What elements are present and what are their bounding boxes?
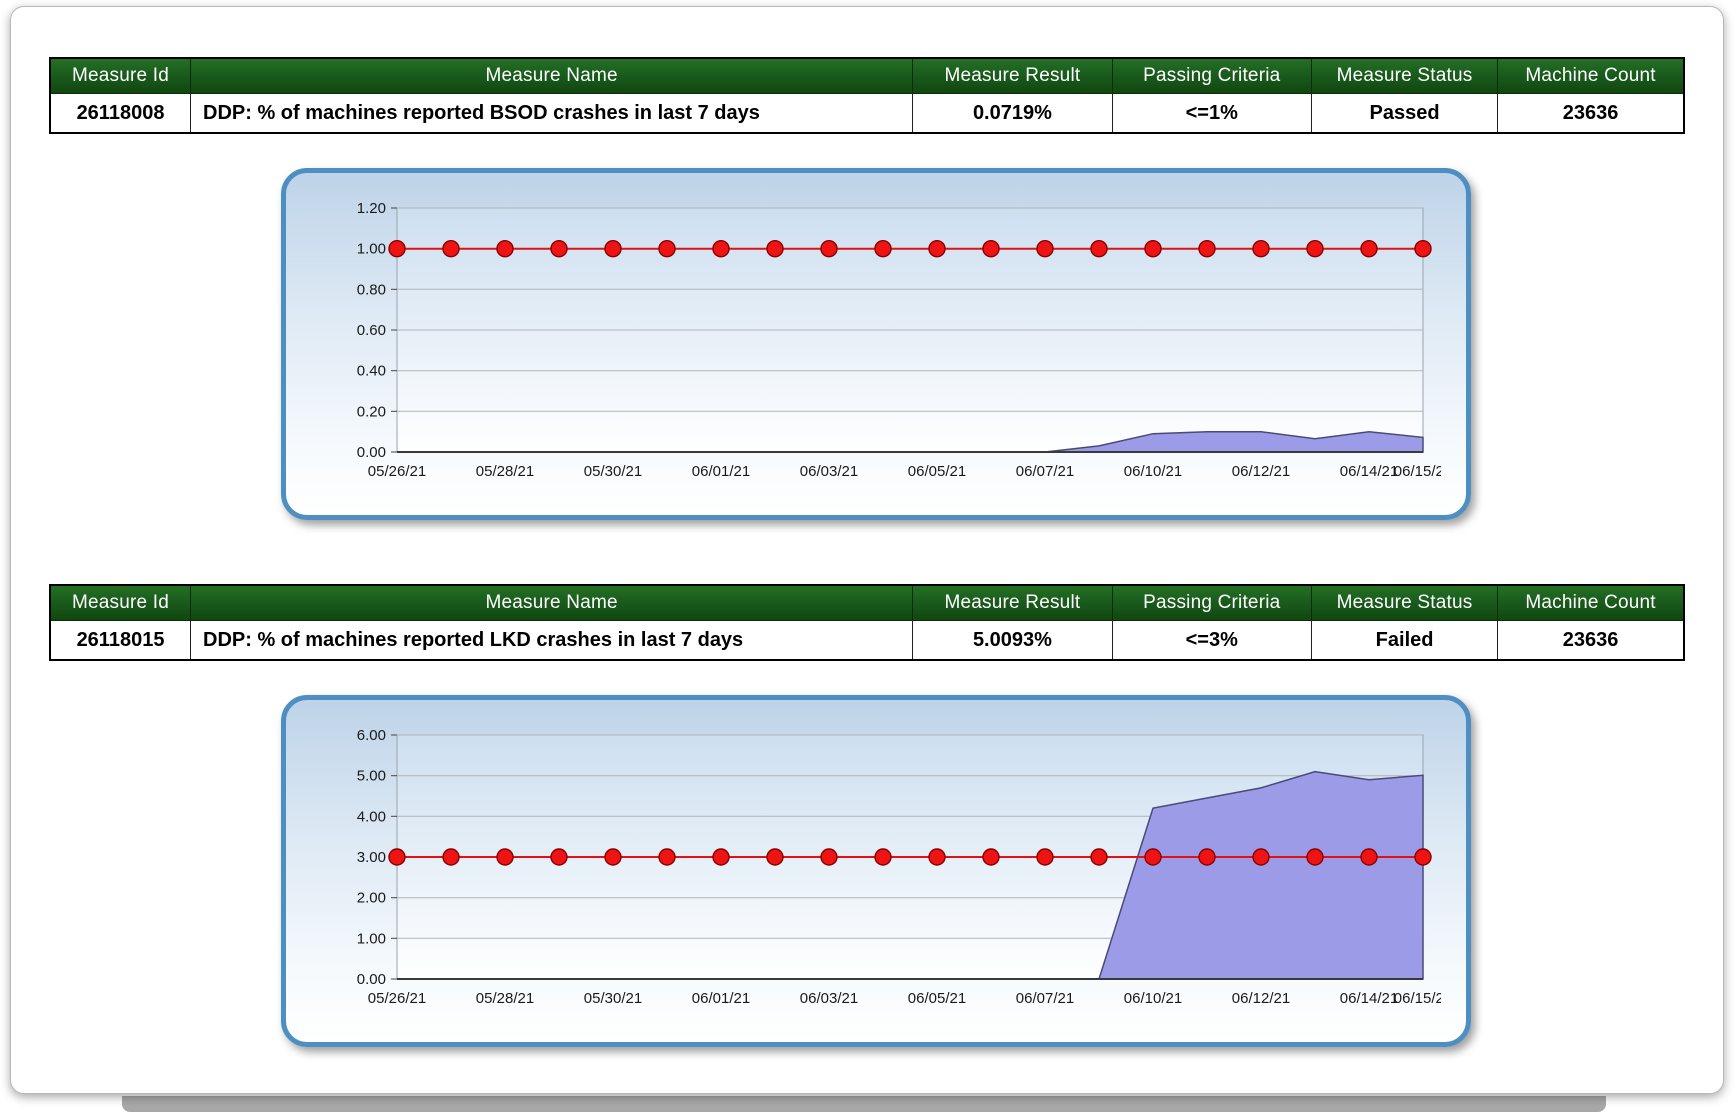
svg-text:05/30/21: 05/30/21 — [584, 990, 642, 1007]
svg-text:1.00: 1.00 — [357, 241, 386, 258]
svg-text:05/28/21: 05/28/21 — [476, 463, 534, 480]
svg-text:0.00: 0.00 — [357, 444, 386, 461]
table-header-row: Measure Id Measure Name Measure Result P… — [49, 57, 1685, 94]
table-header-row: Measure Id Measure Name Measure Result P… — [49, 584, 1685, 621]
header-measure-name: Measure Name — [190, 584, 914, 621]
svg-text:3.00: 3.00 — [357, 849, 386, 866]
cell-measure-status: Failed — [1310, 620, 1499, 661]
cell-machine-count: 23636 — [1497, 93, 1685, 134]
svg-text:1.20: 1.20 — [357, 200, 386, 217]
chart-panel-lkd: 0.00 1.00 2.00 3.00 4.00 5.00 6.00 05/26/21 05/2… — [281, 695, 1471, 1047]
svg-text:06/14/21: 06/14/21 — [1340, 463, 1398, 480]
svg-text:4.00: 4.00 — [357, 808, 386, 825]
header-machine-count: Machine Count — [1497, 584, 1685, 621]
svg-text:06/10/21: 06/10/21 — [1124, 463, 1182, 480]
svg-text:0.60: 0.60 — [357, 322, 386, 339]
svg-text:06/05/21: 06/05/21 — [908, 990, 966, 1007]
header-measure-name: Measure Name — [190, 57, 914, 94]
svg-text:05/26/21: 05/26/21 — [368, 990, 426, 1007]
chart-panel-bsod: 0.00 0.20 0.40 0.60 0.80 1.00 1.20 05/26/21 05/2… — [281, 168, 1471, 520]
svg-text:06/07/21: 06/07/21 — [1016, 990, 1074, 1007]
svg-text:06/01/21: 06/01/21 — [692, 990, 750, 1007]
report-page: Measure Id Measure Name Measure Result P… — [10, 6, 1724, 1094]
header-measure-result: Measure Result — [912, 57, 1113, 94]
cell-measure-result: 0.0719% — [912, 93, 1113, 134]
cell-passing-criteria: <=1% — [1111, 93, 1312, 134]
measure-section-lkd: Measure Id Measure Name Measure Result P… — [49, 584, 1685, 1047]
svg-text:6.00: 6.00 — [357, 727, 386, 744]
cell-passing-criteria: <=3% — [1111, 620, 1312, 661]
header-passing-criteria: Passing Criteria — [1111, 584, 1312, 621]
lkd-trend-chart: 0.00 1.00 2.00 3.00 4.00 5.00 6.00 05/26/21 05/2… — [357, 727, 1441, 1007]
svg-text:05/30/21: 05/30/21 — [584, 463, 642, 480]
measure-section-bsod: Measure Id Measure Name Measure Result P… — [49, 57, 1685, 520]
cell-measure-result: 5.0093% — [912, 620, 1113, 661]
table-row: 26118015 DDP: % of machines reported LKD… — [49, 620, 1685, 661]
cell-measure-id: 26118008 — [49, 93, 192, 134]
svg-text:06/01/21: 06/01/21 — [692, 463, 750, 480]
svg-text:0.40: 0.40 — [357, 363, 386, 380]
cell-measure-status: Passed — [1310, 93, 1499, 134]
svg-text:0.20: 0.20 — [357, 403, 386, 420]
cell-measure-name: DDP: % of machines reported LKD crashes … — [190, 620, 914, 661]
svg-text:06/03/21: 06/03/21 — [800, 463, 858, 480]
svg-text:0.00: 0.00 — [357, 971, 386, 988]
header-measure-status: Measure Status — [1310, 584, 1499, 621]
svg-text:2.00: 2.00 — [357, 890, 386, 907]
measure-table-bsod: Measure Id Measure Name Measure Result P… — [49, 57, 1685, 134]
header-passing-criteria: Passing Criteria — [1111, 57, 1312, 94]
svg-text:06/10/21: 06/10/21 — [1124, 990, 1182, 1007]
svg-text:0.80: 0.80 — [357, 281, 386, 298]
svg-text:06/14/21: 06/14/21 — [1340, 990, 1398, 1007]
measure-table-lkd: Measure Id Measure Name Measure Result P… — [49, 584, 1685, 661]
svg-text:06/03/21: 06/03/21 — [800, 990, 858, 1007]
table-row: 26118008 DDP: % of machines reported BSO… — [49, 93, 1685, 134]
header-measure-result: Measure Result — [912, 584, 1113, 621]
svg-text:06/12/21: 06/12/21 — [1232, 463, 1290, 480]
svg-text:06/12/21: 06/12/21 — [1232, 990, 1290, 1007]
cell-machine-count: 23636 — [1497, 620, 1685, 661]
svg-text:5.00: 5.00 — [357, 768, 386, 785]
svg-text:06/05/21: 06/05/21 — [908, 463, 966, 480]
svg-text:05/26/21: 05/26/21 — [368, 463, 426, 480]
header-measure-id: Measure Id — [49, 57, 192, 94]
window-bottom-edge — [122, 1096, 1606, 1112]
header-machine-count: Machine Count — [1497, 57, 1685, 94]
svg-text:05/28/21: 05/28/21 — [476, 990, 534, 1007]
svg-text:06/15/21: 06/15/21 — [1394, 990, 1441, 1007]
svg-text:1.00: 1.00 — [357, 930, 386, 947]
cell-measure-name: DDP: % of machines reported BSOD crashes… — [190, 93, 914, 134]
header-measure-id: Measure Id — [49, 584, 192, 621]
bsod-trend-chart: 0.00 0.20 0.40 0.60 0.80 1.00 1.20 05/26/21 05/2… — [357, 200, 1441, 480]
header-measure-status: Measure Status — [1310, 57, 1499, 94]
cell-measure-id: 26118015 — [49, 620, 192, 661]
svg-text:06/15/21: 06/15/21 — [1394, 463, 1441, 480]
svg-text:06/07/21: 06/07/21 — [1016, 463, 1074, 480]
